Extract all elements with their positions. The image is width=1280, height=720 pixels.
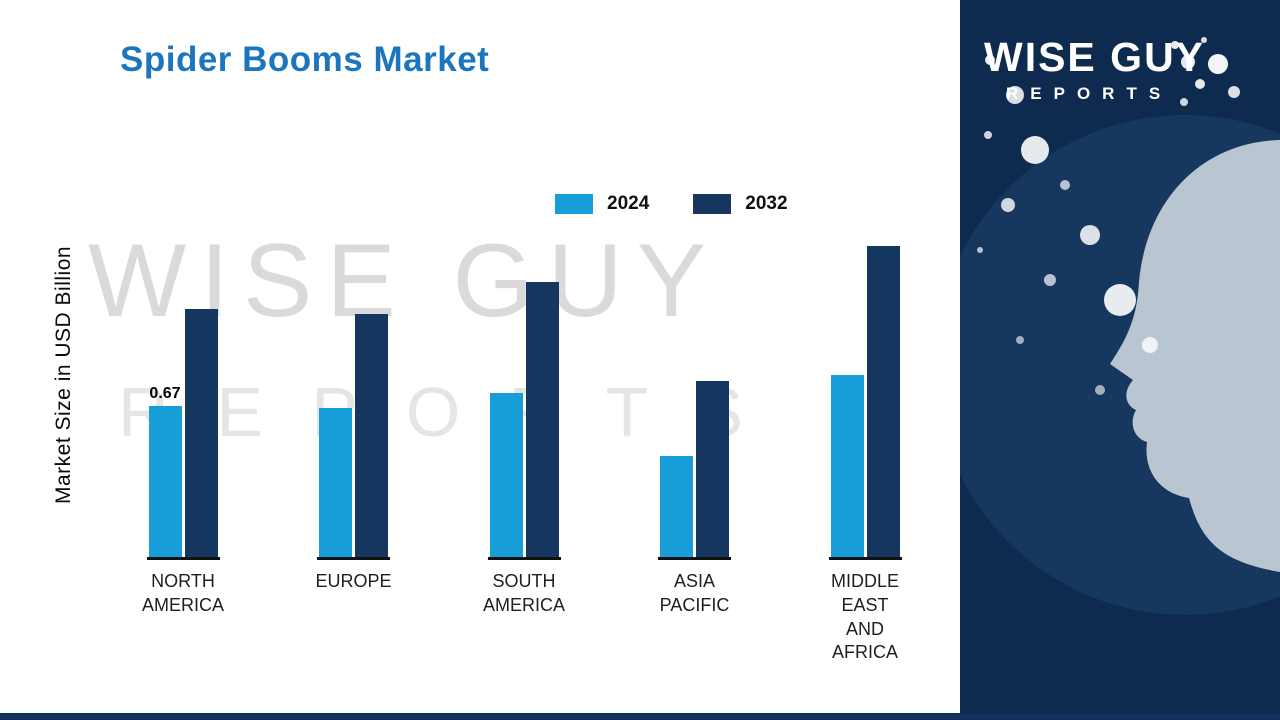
bar-group-asia-pacific: ASIA PACIFIC [630, 245, 760, 615]
legend-item-2024: 2024 [555, 193, 649, 215]
legend-swatch-2024 [555, 194, 593, 214]
legend-label-2032: 2032 [745, 193, 788, 214]
legend-item-2032: 2032 [693, 193, 788, 215]
bar-pair-europe [317, 314, 390, 560]
bar-2024-europe [319, 408, 352, 557]
bar-group-north-america: 0.67 NORTH AMERICA [118, 245, 248, 615]
bar-pair-north-america: 0.67 [146, 309, 220, 560]
category-label-europe: EUROPE [315, 571, 392, 591]
category-label-south-america: SOUTH AMERICA [482, 571, 565, 615]
bar-group-south-america: SOUTH AMERICA [459, 245, 589, 615]
bar-2032-europe [355, 314, 388, 557]
bar-2032-middle-east-and-africa [866, 246, 900, 557]
brand-logo-name: WISE GUY [984, 34, 1206, 80]
brand-panel: WISE GUY REPORTS [960, 0, 1280, 720]
bar-chart: 0.67 NORTH AMERICA EUROPE SOUTH AMERICA ASIA PA… [118, 245, 930, 662]
brand-panel-art [960, 0, 1280, 720]
bar-group-middle-east-and-africa: MIDDLE EAST AND AFRICA [800, 245, 930, 662]
bar-2024-south-america [489, 393, 523, 557]
brand-logo-tagline: REPORTS [1006, 84, 1173, 103]
bar-pair-middle-east-and-africa [828, 246, 902, 560]
bar-2024-middle-east-and-africa [830, 375, 864, 557]
legend-swatch-2032 [693, 194, 732, 214]
bar-2024-asia-pacific [660, 456, 693, 557]
category-label-middle-east-and-africa: MIDDLE EAST AND AFRICA [830, 571, 899, 663]
legend: 2024 2032 [555, 193, 788, 215]
category-label-north-america: NORTH AMERICA [141, 571, 224, 615]
bar-pair-asia-pacific [658, 381, 731, 560]
bar-2032-asia-pacific [696, 381, 729, 557]
page-title: Spider Booms Market [120, 40, 490, 79]
watermark-line2: REPORTS [118, 373, 792, 451]
bar-value-label: 0.67 [149, 385, 181, 402]
bar-2024-north-america: 0.67 [148, 385, 182, 557]
legend-label-2024: 2024 [607, 193, 650, 214]
bar-2032-south-america [525, 282, 559, 557]
y-axis-label: Market Size in USD Billion [52, 245, 75, 505]
bubble-pattern [977, 37, 1240, 395]
category-label-asia-pacific: ASIA PACIFIC [659, 571, 730, 615]
bar-pair-south-america [487, 282, 561, 560]
footer-bar [0, 713, 1280, 720]
bar-2032-north-america [184, 309, 218, 557]
bar-group-europe: EUROPE [289, 245, 419, 591]
face-silhouette [1110, 140, 1280, 572]
